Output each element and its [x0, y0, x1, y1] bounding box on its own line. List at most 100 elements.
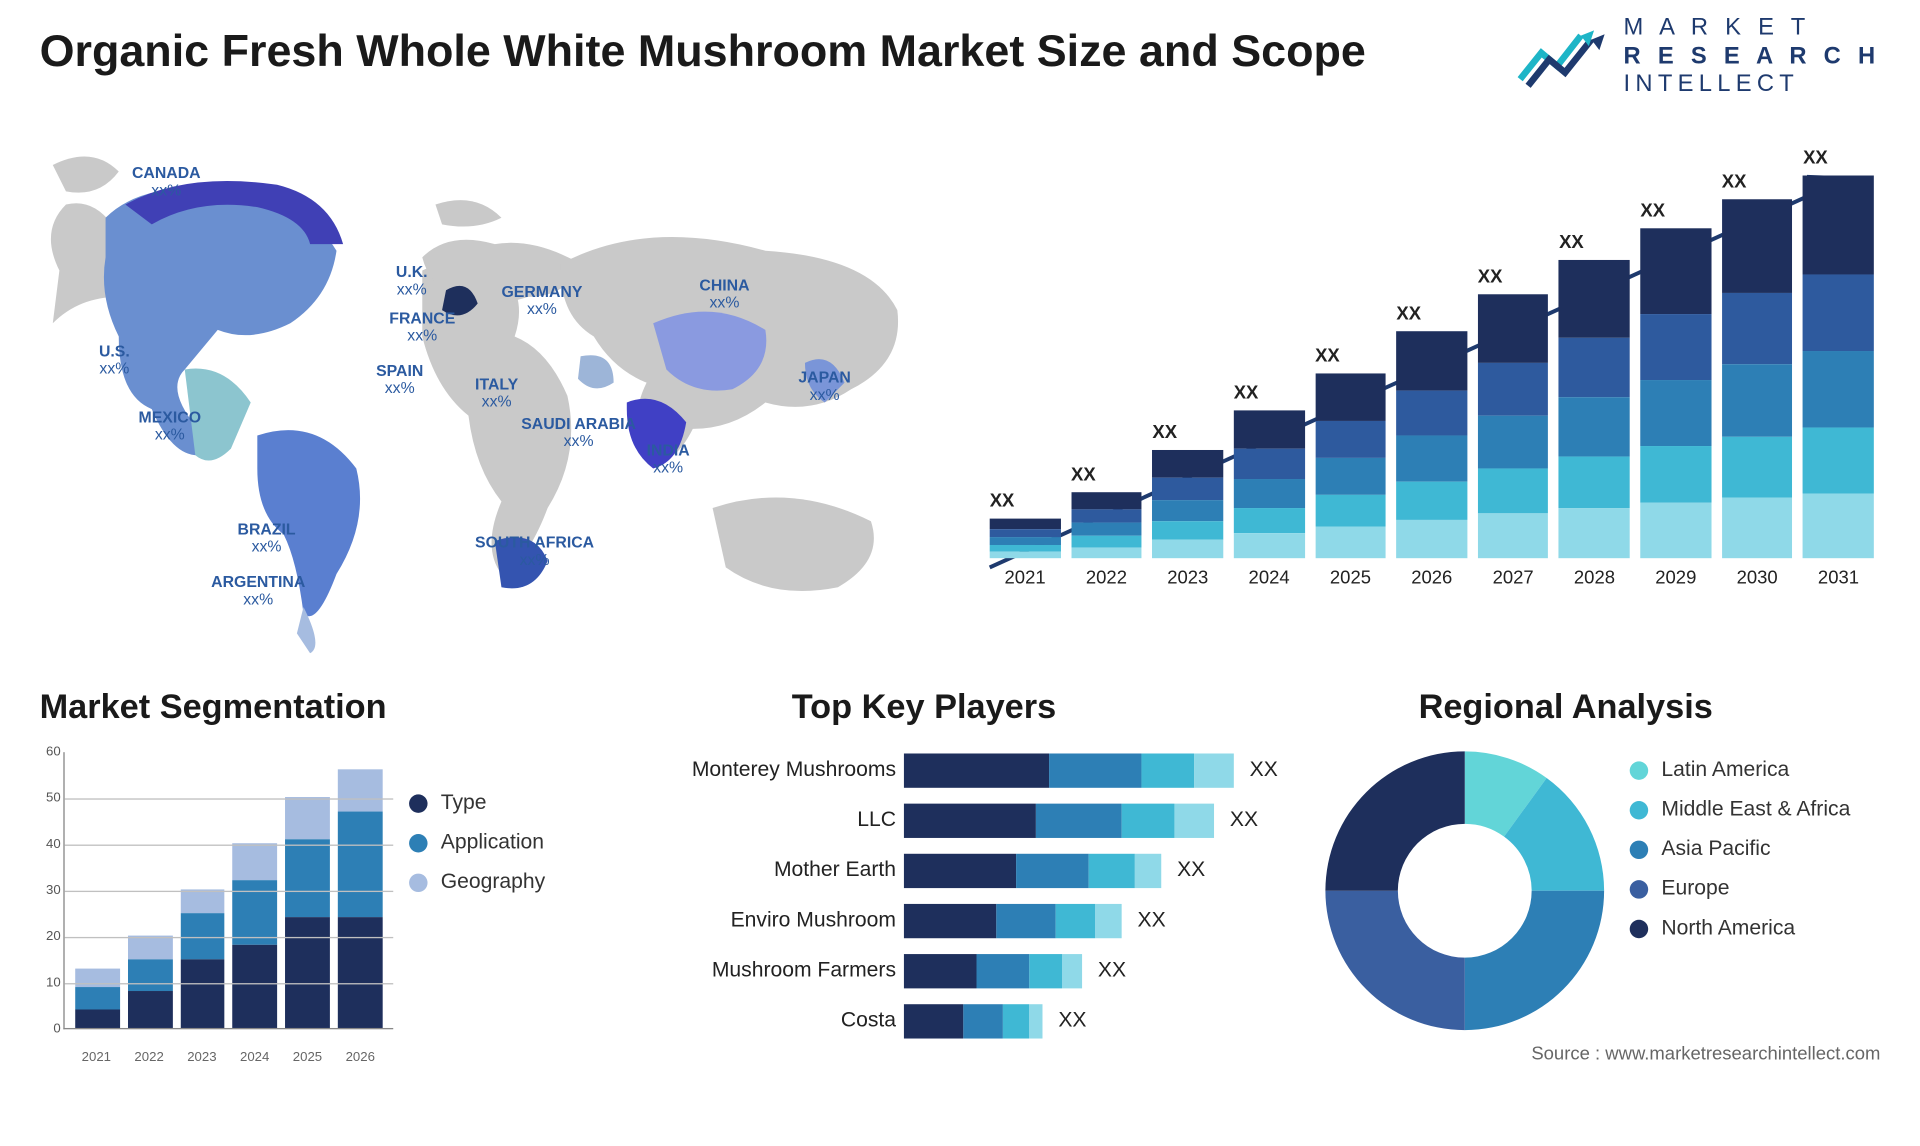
player-name: Mother Earth [633, 859, 904, 883]
map-label: SOUTH AFRICAxx% [475, 534, 594, 569]
seg-x-label: 2025 [285, 1042, 330, 1064]
player-name: LLC [633, 809, 904, 833]
map-label: MEXICOxx% [139, 409, 201, 444]
segmentation-title: Market Segmentation [40, 686, 387, 727]
player-row: Monterey Mushrooms XX [633, 752, 1280, 789]
map-label: FRANCExx% [389, 310, 455, 345]
legend-item: Type [409, 792, 545, 816]
seg-ytick: 0 [53, 1022, 60, 1037]
seg-bar [285, 797, 330, 1028]
logo-line3: INTELLECT [1624, 70, 1881, 98]
player-row: Enviro MushroomXX [633, 903, 1280, 940]
main-bar: XX2027 [1478, 294, 1549, 587]
player-value: XX [1058, 1009, 1086, 1033]
seg-bar [233, 843, 278, 1028]
bar-x-label: 2022 [1086, 566, 1127, 587]
bar-x-label: 2027 [1493, 566, 1534, 587]
bar-value-label: XX [1152, 421, 1177, 442]
player-name: Enviro Mushroom [633, 909, 904, 933]
bar-x-label: 2029 [1655, 566, 1696, 587]
map-label: INDIAxx% [647, 442, 690, 477]
bar-value-label: XX [1722, 170, 1747, 191]
bar-value-label: XX [1803, 146, 1828, 167]
seg-x-label: 2026 [338, 1042, 383, 1064]
seg-x-label: 2024 [232, 1042, 277, 1064]
page-title: Organic Fresh Whole White Mushroom Marke… [40, 26, 1366, 77]
main-bar: XX2025 [1315, 373, 1386, 587]
player-bar [904, 753, 1234, 787]
logo-line2: R E S E A R C H [1624, 42, 1881, 70]
bar-value-label: XX [1478, 265, 1503, 286]
map-label: GERMANYxx% [501, 284, 582, 319]
map-label: JAPANxx% [798, 369, 851, 404]
player-value: XX [1230, 809, 1258, 833]
player-row: Mushroom FarmersXX [633, 953, 1280, 990]
seg-bar [128, 936, 173, 1028]
bar-x-label: 2026 [1411, 566, 1452, 587]
bar-x-label: 2025 [1330, 566, 1371, 587]
player-row: Mother Earth XX [633, 852, 1280, 889]
bar-x-label: 2031 [1818, 566, 1859, 587]
bar-value-label: XX [1315, 344, 1340, 365]
map-label: U.K.xx% [396, 264, 428, 299]
main-bar: XX2031 [1803, 176, 1874, 588]
bar-value-label: XX [990, 490, 1015, 511]
player-row: LLC XX [633, 802, 1280, 839]
legend-item: Geography [409, 871, 545, 895]
seg-ytick: 30 [46, 883, 61, 898]
main-bar: XX2029 [1640, 228, 1711, 587]
bar-x-label: 2028 [1574, 566, 1615, 587]
logo-icon [1518, 20, 1610, 93]
map-label: BRAZILxx% [238, 521, 296, 556]
player-name: Costa [633, 1009, 904, 1033]
players-chart: Monterey Mushrooms XX LLC XX Mother Earth XX… [633, 752, 1280, 1053]
player-bar [904, 854, 1161, 888]
main-bar: XX2022 [1071, 492, 1142, 587]
segmentation-chart: 0102030405060 202120222023202420252026 [26, 739, 395, 1062]
player-value: XX [1098, 959, 1126, 983]
main-bar: XX2028 [1559, 260, 1630, 587]
bar-x-label: 2030 [1737, 566, 1778, 587]
bar-value-label: XX [1559, 231, 1584, 252]
seg-bar [75, 968, 120, 1028]
brand-logo: M A R K E T R E S E A R C H INTELLECT [1518, 13, 1880, 98]
map-label: ARGENTINAxx% [211, 574, 305, 609]
legend-item: Middle East & Africa [1630, 798, 1851, 822]
map-label: SPAINxx% [376, 363, 423, 398]
player-name: Monterey Mushrooms [633, 759, 904, 783]
world-map: CANADAxx%U.S.xx%MEXICOxx%BRAZILxx%ARGENT… [26, 125, 950, 653]
seg-bar [180, 889, 225, 1028]
player-bar [904, 804, 1214, 838]
player-bar [904, 1004, 1043, 1038]
donut-slice [1465, 891, 1604, 1030]
seg-x-label: 2022 [127, 1042, 172, 1064]
bar-value-label: XX [1234, 381, 1259, 402]
donut-slice [1325, 751, 1464, 890]
legend-item: Europe [1630, 878, 1851, 902]
seg-x-label: 2023 [179, 1042, 224, 1064]
player-value: XX [1250, 759, 1278, 783]
seg-ytick: 50 [46, 791, 61, 806]
main-bar: XX2026 [1396, 331, 1467, 587]
main-bar: XX2024 [1234, 410, 1305, 587]
main-bar: XX2023 [1152, 450, 1223, 587]
player-value: XX [1177, 859, 1205, 883]
seg-ytick: 20 [46, 930, 61, 945]
players-title: Top Key Players [792, 686, 1056, 727]
bar-value-label: XX [1640, 199, 1665, 220]
main-bar-chart: XX2021XX2022XX2023XX2024XX2025XX2026XX20… [977, 139, 1874, 627]
map-label: ITALYxx% [475, 376, 518, 411]
seg-bar [338, 769, 383, 1028]
main-bar: XX2030 [1722, 199, 1793, 587]
player-bar [904, 954, 1082, 988]
legend-item: Application [409, 831, 545, 855]
legend-item: North America [1630, 917, 1851, 941]
seg-ytick: 40 [46, 837, 61, 852]
bar-value-label: XX [1071, 463, 1096, 484]
logo-line1: M A R K E T [1624, 13, 1881, 41]
bar-x-label: 2023 [1167, 566, 1208, 587]
map-label: CANADAxx% [132, 165, 201, 200]
player-row: Costa XX [633, 1003, 1280, 1040]
player-bar [904, 904, 1122, 938]
seg-ytick: 10 [46, 976, 61, 991]
